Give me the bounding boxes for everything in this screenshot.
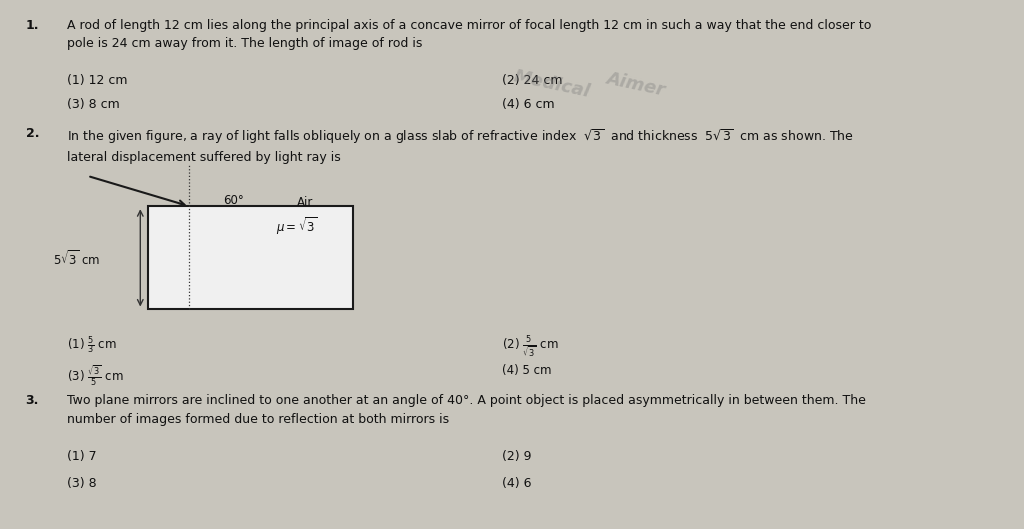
Text: (2) $\frac{5}{\sqrt{3}}$ cm: (2) $\frac{5}{\sqrt{3}}$ cm <box>502 334 558 359</box>
Text: In the given figure, a ray of light falls obliquely on a glass slab of refractiv: In the given figure, a ray of light fall… <box>67 127 853 164</box>
Text: Medical: Medical <box>512 68 592 102</box>
Text: (4) 5 cm: (4) 5 cm <box>502 364 551 377</box>
Text: 60°: 60° <box>223 194 244 207</box>
Text: (1) $\frac{5}{3}$ cm: (1) $\frac{5}{3}$ cm <box>67 334 117 356</box>
Text: (3) $\frac{\sqrt{3}}{5}$ cm: (3) $\frac{\sqrt{3}}{5}$ cm <box>67 364 123 388</box>
Text: $\mu = \sqrt{3}$: $\mu = \sqrt{3}$ <box>276 215 317 237</box>
Text: $5\sqrt{3}$ cm: $5\sqrt{3}$ cm <box>53 249 100 268</box>
Bar <box>148 206 353 309</box>
Text: Aimer: Aimer <box>604 70 667 99</box>
Text: Two plane mirrors are inclined to one another at an angle of 40°. A point object: Two plane mirrors are inclined to one an… <box>67 394 865 426</box>
Text: A rod of length 12 cm lies along the principal axis of a concave mirror of focal: A rod of length 12 cm lies along the pri… <box>67 19 871 50</box>
Text: (1) 12 cm: (1) 12 cm <box>67 74 127 87</box>
Text: (3) 8: (3) 8 <box>67 477 96 490</box>
Text: 3.: 3. <box>26 394 39 407</box>
Text: 2.: 2. <box>26 127 39 140</box>
Text: (2) 24 cm: (2) 24 cm <box>502 74 562 87</box>
Text: (3) 8 cm: (3) 8 cm <box>67 98 120 111</box>
Text: (2) 9: (2) 9 <box>502 450 531 463</box>
Text: Air: Air <box>297 196 313 209</box>
Text: (4) 6 cm: (4) 6 cm <box>502 98 554 111</box>
Text: (1) 7: (1) 7 <box>67 450 96 463</box>
Text: 1.: 1. <box>26 19 39 32</box>
Text: (4) 6: (4) 6 <box>502 477 531 490</box>
